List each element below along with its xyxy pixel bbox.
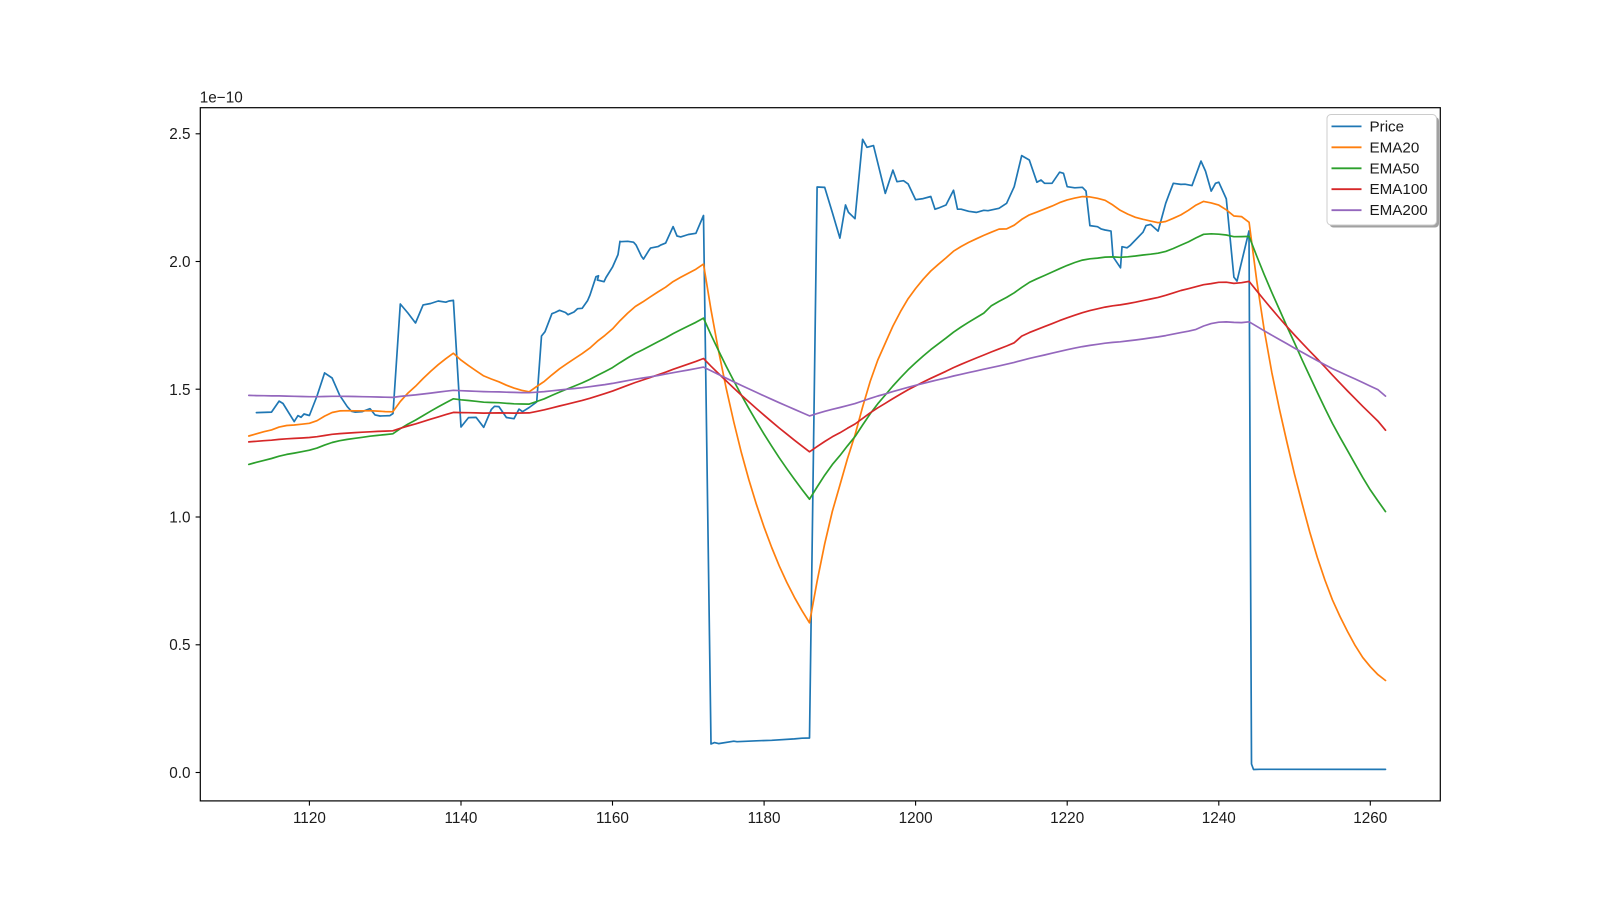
svg-text:0.0: 0.0	[169, 765, 190, 782]
svg-text:1260: 1260	[1353, 810, 1387, 827]
svg-text:EMA100: EMA100	[1370, 181, 1428, 198]
svg-text:EMA200: EMA200	[1370, 202, 1428, 219]
svg-text:2.0: 2.0	[169, 254, 190, 271]
svg-text:0.5: 0.5	[169, 637, 190, 654]
svg-text:EMA20: EMA20	[1370, 139, 1420, 156]
svg-text:1240: 1240	[1202, 810, 1236, 827]
svg-text:1120: 1120	[293, 810, 326, 827]
svg-text:2.5: 2.5	[169, 126, 190, 143]
svg-text:1180: 1180	[748, 810, 781, 827]
svg-text:EMA50: EMA50	[1370, 160, 1420, 177]
svg-text:1e−10: 1e−10	[200, 89, 243, 106]
svg-text:Price: Price	[1370, 118, 1405, 135]
svg-text:1160: 1160	[596, 810, 629, 827]
svg-text:1140: 1140	[445, 810, 478, 827]
svg-text:1.5: 1.5	[169, 382, 190, 399]
svg-text:1200: 1200	[899, 810, 933, 827]
svg-text:1.0: 1.0	[169, 510, 190, 527]
svg-text:1220: 1220	[1050, 810, 1084, 827]
